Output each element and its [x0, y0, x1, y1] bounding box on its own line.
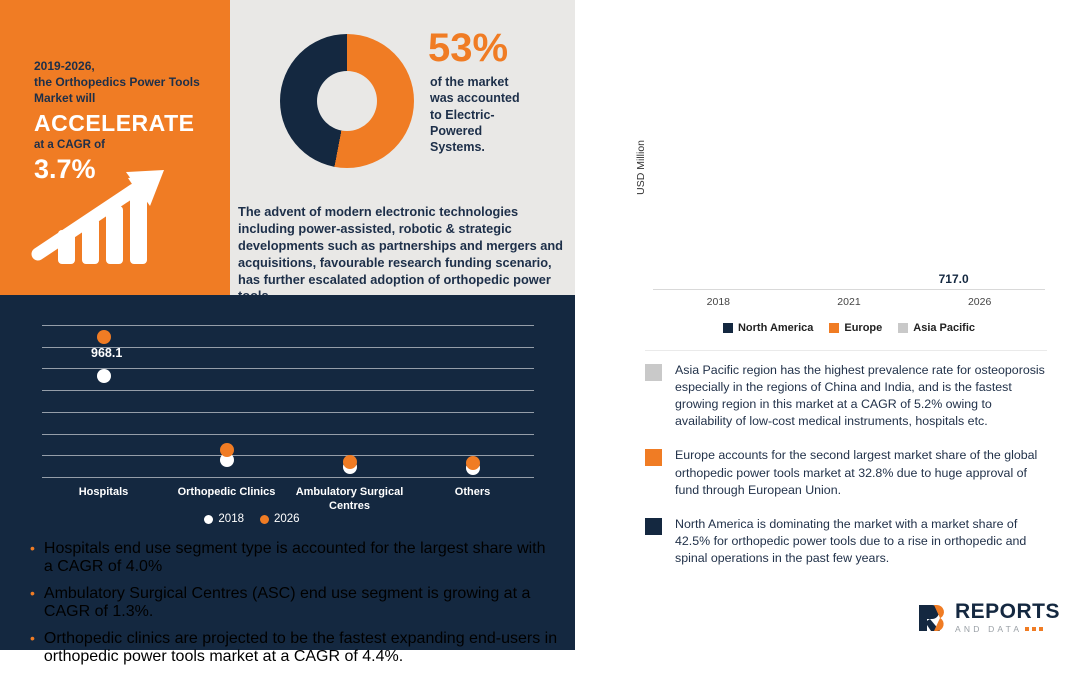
bar-xlabel: 2026	[967, 296, 992, 308]
dot-category-label: Hospitals	[78, 486, 129, 498]
donut-hole	[317, 71, 377, 131]
grid-line	[42, 325, 534, 326]
intro-panel: 2019-2026, the Orthopedics Power Tools M…	[0, 0, 230, 295]
intro-cagr-label: at a CAGR of	[34, 138, 105, 151]
bullet-text: Hospitals end use segment type is accoun…	[43, 540, 546, 575]
intro-accelerate: ACCELERATE	[34, 109, 195, 136]
electric-share-donut	[280, 34, 414, 168]
dot-2026	[219, 442, 234, 457]
legend-label: Asia Pacific	[913, 322, 976, 334]
bar-xlabel: 2018	[706, 296, 730, 308]
bullet-marker-icon: •	[30, 630, 35, 646]
logo-mark-icon	[918, 604, 944, 631]
bullet-text: Orthopedic clinics are projected to be t…	[43, 630, 558, 665]
electric-share-panel: 53% of the market was accounted to Elect…	[230, 0, 575, 303]
dot-annotation: 968.1	[90, 345, 123, 360]
legend-item-europe: Europe	[829, 322, 882, 334]
brand-name: REPORTS	[954, 600, 1060, 623]
brand-dot	[1039, 627, 1044, 631]
end-use-bullet: • Orthopedic clinics are projected to be …	[30, 630, 558, 666]
bullet-text: Ambulatory Surgical Centres (ASC) end us…	[43, 585, 531, 620]
regional-bar-legend: North America Europe Asia Pacific	[653, 322, 1045, 334]
electric-share-value: 53%	[428, 26, 509, 70]
legend-label: North America	[737, 322, 814, 334]
dot-category-label: Ambulatory Surgical Centres	[295, 486, 404, 513]
bullet-marker-icon: •	[30, 540, 35, 556]
regional-note: North America is dominating the market w…	[645, 516, 1049, 567]
grid-line	[42, 477, 534, 478]
note-swatch	[645, 449, 662, 467]
electric-share-caption: of the market was accounted to Electric-…	[430, 75, 520, 154]
dot-column-0: 968.1	[42, 325, 165, 477]
legend-swatch	[898, 323, 909, 333]
intro-market-line: the Orthopedics Power Tools	[34, 75, 200, 90]
end-use-bullets: • Hospitals end use segment type is accou…	[30, 540, 558, 675]
dot-column-3	[411, 325, 534, 477]
regional-panel: USD Million 717.0 2018 2021 2026 North Ame…	[575, 0, 1080, 650]
grid-line	[42, 455, 534, 457]
legend-dot	[204, 514, 214, 524]
note-text: North America is dominating the market w…	[675, 516, 1027, 565]
dot-2018	[96, 368, 111, 383]
legend-swatch	[829, 323, 840, 333]
brand-tagline: AND DATA	[955, 624, 1060, 634]
dot-legend-item-2026: 2026	[260, 513, 300, 525]
dot-columns: 968.1	[42, 325, 534, 477]
dot-category-label: Others	[454, 486, 491, 498]
legend-swatch	[722, 323, 733, 333]
regional-bar-xlabels: 2018 2021 2026	[653, 296, 1045, 308]
brand-text: REPORTS AND DATA	[955, 601, 1060, 634]
intro-period: 2019-2026,	[34, 59, 95, 73]
section-divider	[645, 350, 1047, 351]
dot-legend-label: 2026	[274, 513, 300, 525]
end-use-panel: 968.1 Hospitals Orthopedic Clinics Ambulat…	[0, 295, 575, 665]
brand: REPORTS AND DATA	[916, 601, 1060, 634]
dot-2018	[219, 452, 234, 467]
note-text: Asia Pacific region has the highest prev…	[675, 363, 1045, 429]
bar-xlabel: 2021	[837, 296, 861, 308]
bullet-marker-icon: •	[30, 585, 35, 601]
brand-dot	[1025, 627, 1030, 631]
dot-column-1	[165, 325, 288, 477]
legend-item-asia-pacific: Asia Pacific	[898, 322, 975, 334]
legend-item-north-america: North America	[722, 322, 814, 334]
grid-line	[42, 346, 534, 348]
end-use-plot: 968.1	[42, 325, 534, 478]
grid-line	[42, 433, 534, 435]
end-use-bullet: • Ambulatory Surgical Centres (ASC) end u…	[30, 585, 558, 621]
note-text: Europe accounts for the second largest m…	[675, 448, 1038, 497]
dot-column-2	[288, 325, 411, 477]
dot-2026	[342, 454, 357, 469]
technology-paragraph: The advent of modern electronic technolo…	[238, 204, 564, 303]
regional-note: Europe accounts for the second largest m…	[645, 447, 1049, 498]
end-use-legend: 2018 2026	[42, 513, 462, 525]
bar-value-label: 717.0	[938, 272, 969, 286]
dot-legend-label: 2018	[218, 513, 244, 525]
regional-note: Asia Pacific region has the highest prev…	[645, 362, 1049, 430]
end-use-bullet: • Hospitals end use segment type is accou…	[30, 540, 558, 576]
growth-arrow-icon	[31, 170, 164, 264]
brand-dot	[1032, 627, 1037, 631]
grid-line	[42, 368, 534, 370]
end-use-categories: Hospitals Orthopedic Clinics Ambulatory Su…	[42, 485, 534, 514]
intro-cagr-value: 3.7%	[34, 153, 96, 184]
dot-2026	[465, 456, 480, 471]
legend-label: Europe	[844, 322, 883, 334]
intro-market-line2: Market will	[34, 91, 96, 106]
note-swatch	[645, 517, 662, 535]
regional-notes: Asia Pacific region has the highest prev…	[645, 362, 1049, 584]
regional-bar-plot: 717.0	[653, 58, 1045, 290]
dot-2026	[96, 329, 111, 344]
legend-dot	[260, 514, 269, 524]
bar-chart-ylabel: USD Million	[635, 140, 647, 195]
grid-line	[42, 411, 534, 413]
dot-category-label: Orthopedic Clinics	[177, 486, 276, 498]
note-swatch	[645, 364, 662, 381]
dot-legend-item-2018: 2018	[204, 513, 244, 525]
grid-line	[42, 390, 534, 392]
brand-tagline-text: AND DATA	[954, 624, 1023, 634]
